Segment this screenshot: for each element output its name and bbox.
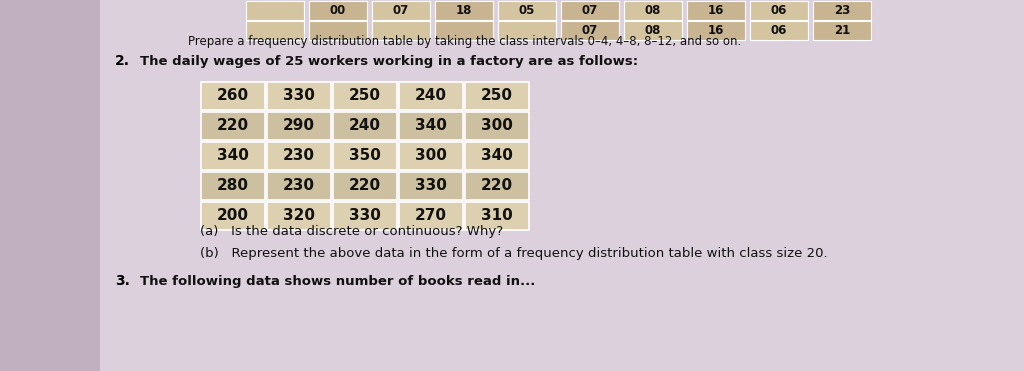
Bar (0, 0, 100, 371)
Text: 300: 300 (481, 118, 513, 134)
Text: 330: 330 (415, 178, 446, 194)
Bar (399, 142, 463, 170)
Text: 330: 330 (349, 209, 381, 223)
Bar (333, 142, 397, 170)
Bar (435, 21, 493, 40)
Text: The daily wages of 25 workers working in a factory are as follows:: The daily wages of 25 workers working in… (140, 55, 638, 68)
Bar (624, 1, 682, 20)
Text: 250: 250 (349, 89, 381, 104)
Text: 3.: 3. (115, 274, 130, 288)
Bar (399, 202, 463, 230)
Bar (267, 82, 331, 110)
Bar (399, 112, 463, 140)
Text: 340: 340 (415, 118, 446, 134)
Bar (561, 1, 618, 20)
Text: 290: 290 (283, 118, 315, 134)
Text: Prepare a frequency distribution table by taking the class intervals 0–4, 4–8, 8: Prepare a frequency distribution table b… (188, 35, 741, 47)
Text: (b)   Represent the above data in the form of a frequency distribution table wit: (b) Represent the above data in the form… (200, 246, 827, 259)
Bar (687, 1, 745, 20)
Text: 00: 00 (330, 4, 346, 17)
Text: 07: 07 (582, 24, 598, 37)
Bar (333, 202, 397, 230)
Bar (813, 21, 871, 40)
Text: 340: 340 (217, 148, 249, 164)
Bar (372, 21, 430, 40)
Bar (309, 21, 367, 40)
Bar (687, 21, 745, 40)
Bar (201, 172, 265, 200)
Text: 300: 300 (415, 148, 446, 164)
Text: 320: 320 (283, 209, 315, 223)
Bar (201, 112, 265, 140)
Text: The following data shows number of books read in...: The following data shows number of books… (140, 275, 536, 288)
Text: 230: 230 (283, 178, 315, 194)
Text: 06: 06 (771, 24, 787, 37)
Text: 08: 08 (645, 24, 662, 37)
Bar (267, 172, 331, 200)
Bar (201, 142, 265, 170)
Bar (465, 112, 529, 140)
Text: 21: 21 (834, 24, 850, 37)
Text: 23: 23 (834, 4, 850, 17)
Text: 240: 240 (349, 118, 381, 134)
Bar (498, 21, 556, 40)
Bar (333, 112, 397, 140)
Text: 350: 350 (349, 148, 381, 164)
Text: 16: 16 (708, 4, 724, 17)
Bar (267, 142, 331, 170)
Bar (333, 172, 397, 200)
Bar (267, 202, 331, 230)
Bar (201, 82, 265, 110)
Bar (372, 1, 430, 20)
Text: (a)   Is the data discrete or continuous? Why?: (a) Is the data discrete or continuous? … (200, 224, 503, 237)
Text: 250: 250 (481, 89, 513, 104)
Bar (813, 1, 871, 20)
Text: 270: 270 (415, 209, 447, 223)
Bar (309, 1, 367, 20)
Bar (246, 21, 304, 40)
Text: 2.: 2. (115, 54, 130, 68)
Text: 220: 220 (217, 118, 249, 134)
Bar (246, 1, 304, 20)
Text: 08: 08 (645, 4, 662, 17)
Bar (465, 172, 529, 200)
Bar (399, 172, 463, 200)
Text: 260: 260 (217, 89, 249, 104)
Bar (750, 1, 808, 20)
Text: 340: 340 (481, 148, 513, 164)
Text: 16: 16 (708, 24, 724, 37)
Text: 330: 330 (283, 89, 315, 104)
Bar (561, 21, 618, 40)
Text: 06: 06 (771, 4, 787, 17)
Text: 280: 280 (217, 178, 249, 194)
Bar (750, 21, 808, 40)
Bar (465, 142, 529, 170)
Text: 05: 05 (519, 4, 536, 17)
Bar (465, 202, 529, 230)
Text: 230: 230 (283, 148, 315, 164)
Text: 240: 240 (415, 89, 447, 104)
Text: 310: 310 (481, 209, 513, 223)
Bar (624, 21, 682, 40)
Bar (333, 82, 397, 110)
Text: 220: 220 (481, 178, 513, 194)
Bar (465, 82, 529, 110)
Bar (435, 1, 493, 20)
Text: 07: 07 (582, 4, 598, 17)
Bar (498, 1, 556, 20)
Text: 18: 18 (456, 4, 472, 17)
Bar (399, 82, 463, 110)
Text: 200: 200 (217, 209, 249, 223)
Text: 07: 07 (393, 4, 410, 17)
Text: 220: 220 (349, 178, 381, 194)
Bar (201, 202, 265, 230)
Bar (267, 112, 331, 140)
